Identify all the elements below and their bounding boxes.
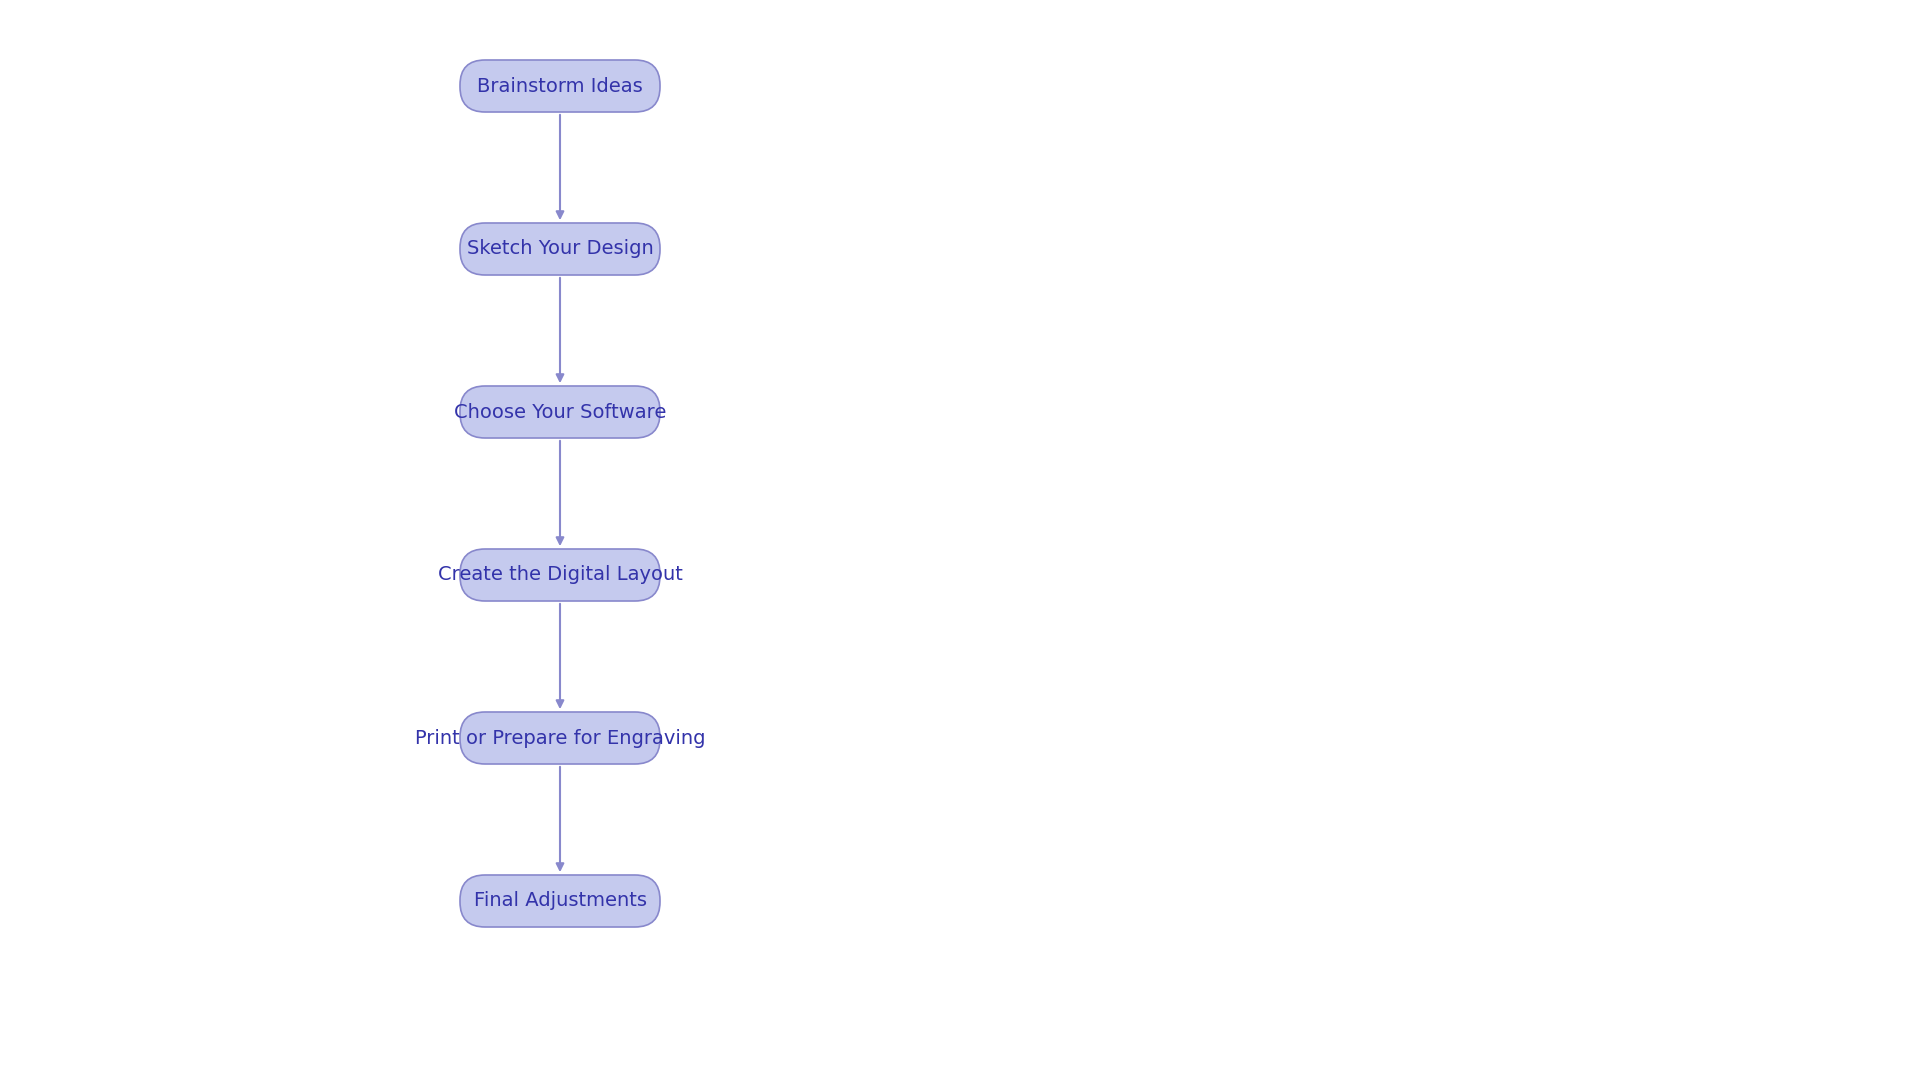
FancyBboxPatch shape — [461, 60, 660, 112]
FancyBboxPatch shape — [461, 712, 660, 764]
Text: Sketch Your Design: Sketch Your Design — [467, 239, 653, 259]
Text: Final Adjustments: Final Adjustments — [474, 891, 647, 911]
FancyBboxPatch shape — [461, 223, 660, 275]
Text: Create the Digital Layout: Create the Digital Layout — [438, 565, 682, 585]
FancyBboxPatch shape — [461, 549, 660, 601]
FancyBboxPatch shape — [461, 875, 660, 927]
Text: Print or Prepare for Engraving: Print or Prepare for Engraving — [415, 729, 705, 747]
FancyBboxPatch shape — [461, 386, 660, 438]
Text: Choose Your Software: Choose Your Software — [453, 403, 666, 421]
Text: Brainstorm Ideas: Brainstorm Ideas — [478, 77, 643, 95]
